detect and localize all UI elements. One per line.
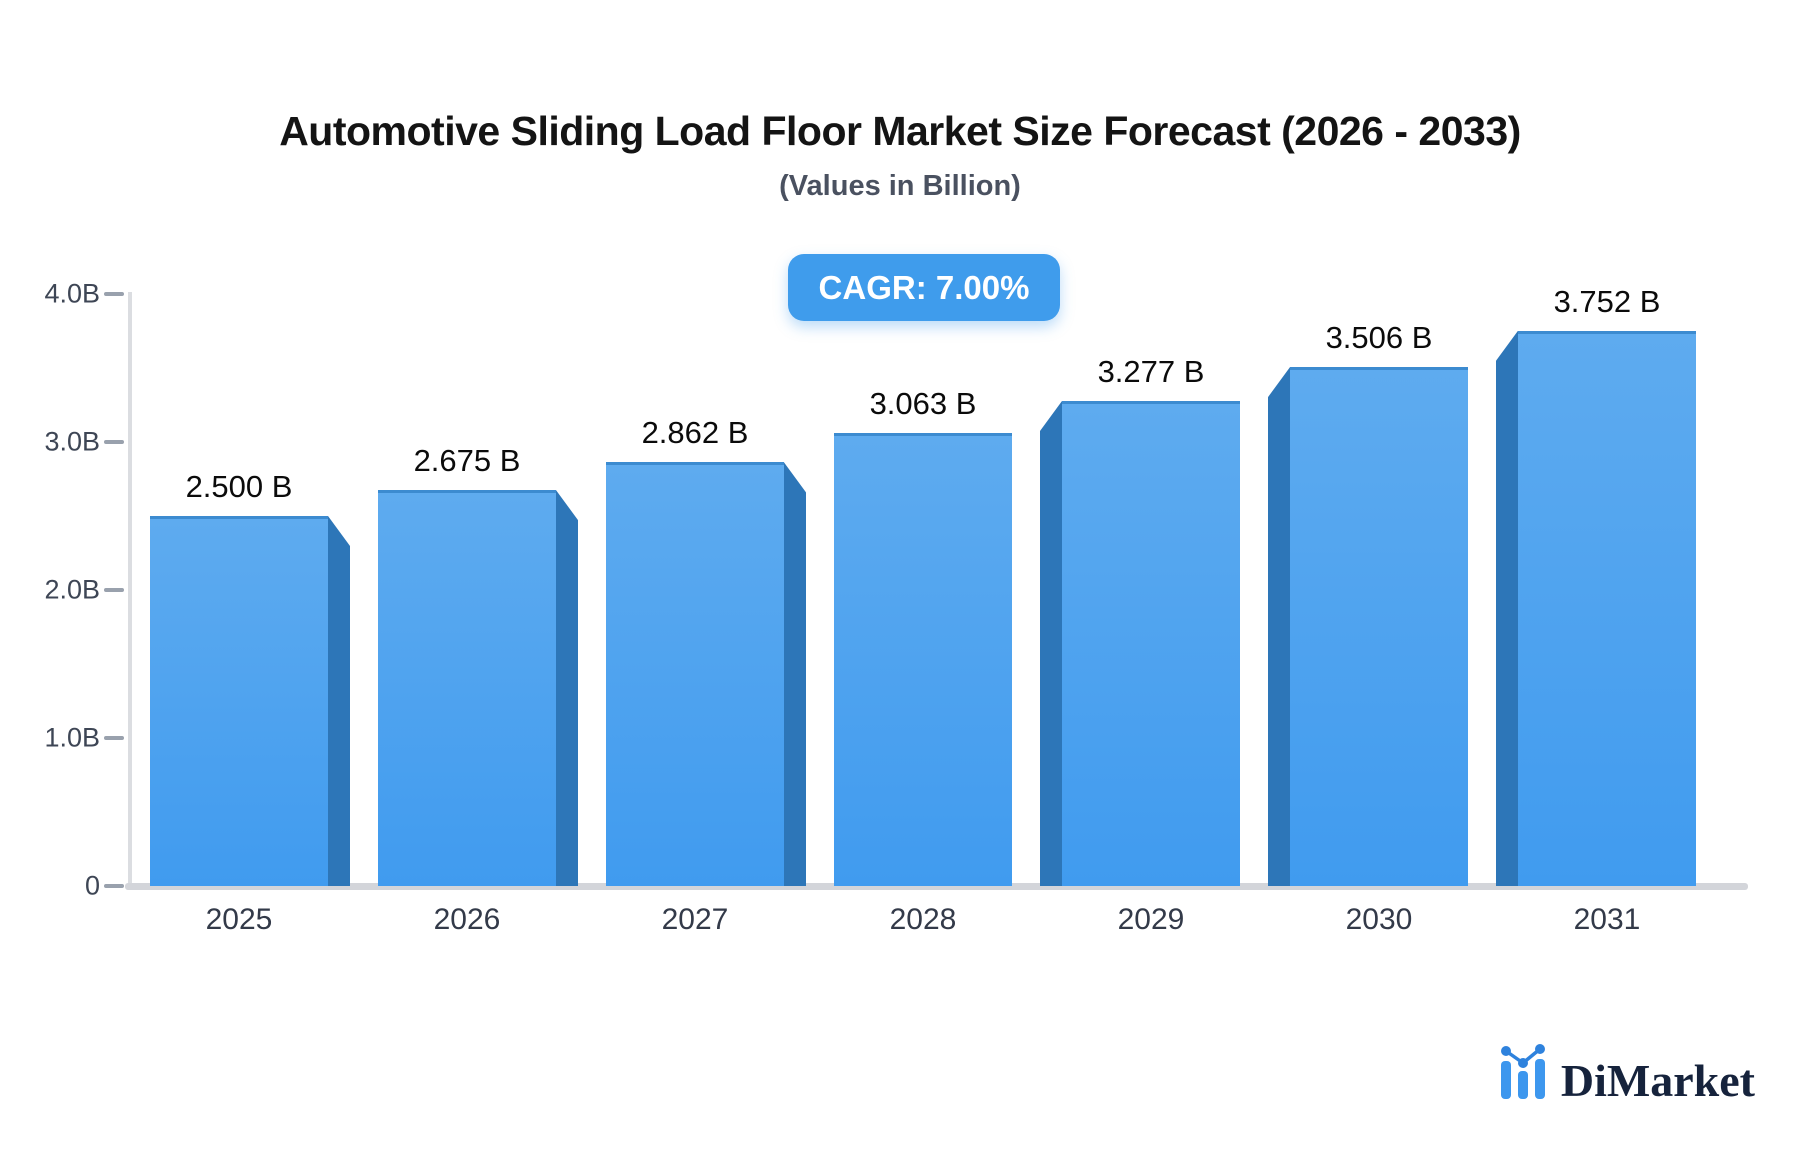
bar-2031 bbox=[1518, 330, 1696, 886]
bar-value-label-2031: 3.752 B bbox=[1553, 283, 1661, 319]
bar-value-label-2028: 3.063 B bbox=[869, 385, 977, 421]
cagr-badge-label: CAGR: 7.00% bbox=[818, 268, 1030, 306]
brand-name: DiMarket bbox=[1560, 1055, 1755, 1106]
bar-value-label-2026: 2.675 B bbox=[413, 443, 521, 479]
page-title: Automotive Sliding Load Floor Market Siz… bbox=[279, 108, 1521, 154]
bar-2026 bbox=[378, 490, 556, 886]
bar-value-label-2030: 3.506 B bbox=[1325, 320, 1433, 356]
y-axis-label: 0 bbox=[84, 870, 100, 901]
bar-2027 bbox=[606, 462, 784, 886]
chart-subtitle: (Values in Billion) bbox=[779, 170, 1021, 202]
bar-3d-side-2026 bbox=[556, 490, 578, 886]
x-axis-label-2030: 2030 bbox=[1345, 903, 1413, 936]
y-axis-label: 3.0B bbox=[44, 426, 100, 457]
bar-2025 bbox=[150, 516, 328, 886]
cagr-badge: CAGR: 7.00% bbox=[788, 254, 1060, 321]
bar-value-label-2029: 3.277 B bbox=[1097, 354, 1205, 389]
bar-line-chart-icon bbox=[1499, 1043, 1547, 1104]
x-axis-label-2031: 2031 bbox=[1573, 903, 1641, 936]
y-axis-tick bbox=[104, 736, 124, 740]
bar-3d-side-2029 bbox=[1040, 401, 1062, 886]
bar-3d-side-2025 bbox=[328, 516, 350, 886]
bar-2029 bbox=[1062, 401, 1240, 886]
y-axis-label: 1.0B bbox=[44, 722, 100, 753]
x-axis-label-2029: 2029 bbox=[1117, 903, 1185, 936]
bar-2028 bbox=[834, 432, 1012, 886]
bar-2030 bbox=[1290, 367, 1468, 886]
y-axis-tick bbox=[104, 884, 124, 888]
y-axis-line bbox=[128, 292, 132, 887]
x-axis-label-2028: 2028 bbox=[889, 903, 957, 936]
bar-value-label-2027: 2.862 B bbox=[641, 415, 749, 451]
x-axis-label-2026: 2026 bbox=[433, 903, 501, 936]
x-axis-label-2027: 2027 bbox=[661, 903, 729, 936]
x-axis-baseline bbox=[125, 883, 1748, 890]
x-axis-label-2025: 2025 bbox=[205, 903, 273, 936]
bar-3d-side-2027 bbox=[784, 462, 806, 886]
y-axis-tick bbox=[104, 292, 124, 296]
brand-watermark: DiMarket bbox=[1499, 1043, 1755, 1104]
y-axis-tick bbox=[104, 588, 124, 592]
y-axis-tick bbox=[104, 440, 124, 444]
bar-3d-side-2030 bbox=[1268, 367, 1290, 886]
bar-value-label-2025: 2.500 B bbox=[185, 469, 293, 504]
y-axis-label: 2.0B bbox=[44, 574, 100, 605]
y-axis-label: 4.0B bbox=[44, 278, 100, 309]
bar-3d-side-2031 bbox=[1496, 330, 1518, 886]
